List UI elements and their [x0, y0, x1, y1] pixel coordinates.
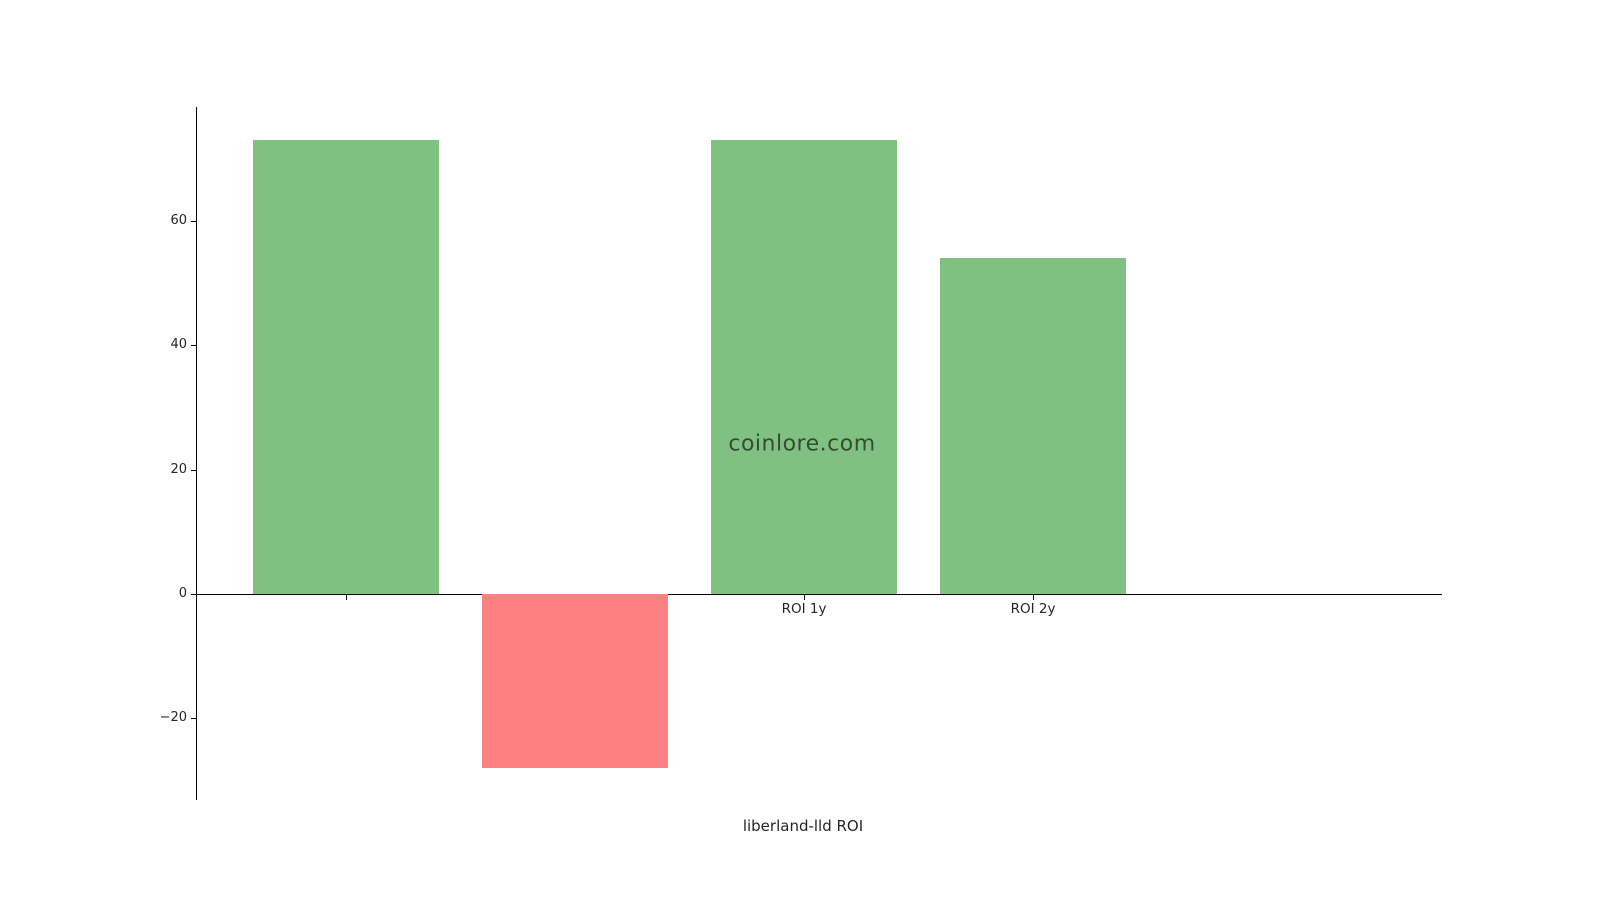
bar-roi-1y [711, 139, 897, 594]
chart-footer-title: liberland-lld ROI [742, 817, 864, 835]
y-tick-mark [191, 469, 196, 471]
watermark-text: coinlore.com [728, 431, 876, 457]
y-tick-mark [191, 718, 196, 720]
y-tick-mark [191, 220, 196, 222]
bar-roi-1 [253, 139, 439, 594]
y-axis-line [196, 107, 197, 800]
x-tick-label: ROI 2y [1010, 601, 1056, 617]
y-tick-label: 40 [170, 337, 187, 353]
y-tick-label: −20 [159, 710, 187, 726]
y-tick-mark [191, 345, 196, 347]
x-tick-mark [1033, 594, 1034, 600]
y-tick-label: 0 [178, 586, 187, 601]
y-tick-label: 20 [170, 461, 187, 477]
bar-roi-2 [482, 594, 668, 769]
bar-roi-2y [940, 258, 1126, 594]
y-tick-label: 60 [170, 212, 187, 228]
x-axis-line [196, 594, 1442, 595]
x-tick-mark [346, 594, 347, 600]
y-tick-mark [191, 594, 196, 595]
x-tick-mark [804, 594, 805, 600]
x-tick-label: ROI 1y [781, 601, 827, 617]
